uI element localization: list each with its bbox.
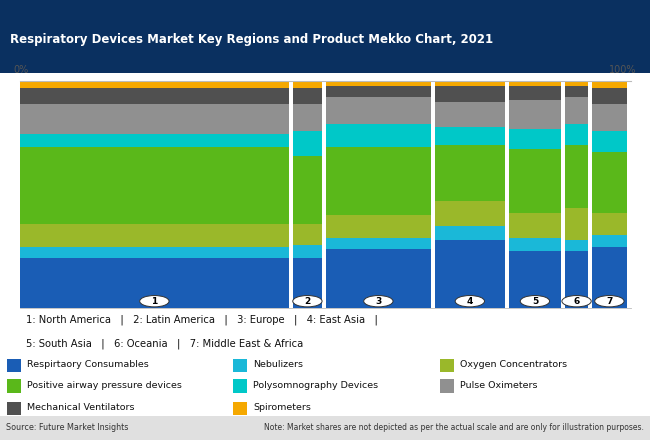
Bar (326, 215, 431, 238)
Bar (292, 104, 322, 131)
Bar (292, 245, 322, 258)
Bar (326, 238, 431, 249)
Bar (565, 97, 588, 125)
Bar (565, 81, 588, 86)
Circle shape (595, 296, 624, 307)
Bar (326, 249, 431, 308)
Bar (326, 147, 431, 215)
Circle shape (292, 296, 322, 307)
Text: Spirometers: Spirometers (253, 403, 311, 412)
Bar (592, 235, 627, 247)
Text: 2: 2 (304, 297, 311, 306)
Bar (435, 227, 505, 240)
Bar (435, 240, 505, 308)
Bar (508, 238, 562, 251)
Bar (20, 88, 289, 104)
Bar (565, 240, 588, 251)
Bar (592, 152, 627, 213)
Bar (435, 127, 505, 145)
Circle shape (455, 296, 484, 307)
Bar (292, 81, 322, 88)
Bar (6, 402, 21, 415)
Bar (439, 379, 454, 393)
Bar (20, 147, 289, 224)
Bar (292, 156, 322, 224)
Text: 1: 1 (151, 297, 157, 306)
Bar (326, 97, 431, 125)
Circle shape (140, 296, 169, 307)
Text: Source: Future Market Insights: Source: Future Market Insights (6, 423, 129, 433)
Text: Polysomnography Devices: Polysomnography Devices (253, 381, 378, 390)
Bar (233, 379, 246, 393)
Bar (435, 102, 505, 127)
Bar (326, 81, 431, 86)
Text: Positive airway pressure devices: Positive airway pressure devices (27, 381, 182, 390)
Bar (565, 145, 588, 208)
Bar (20, 133, 289, 147)
Bar (565, 251, 588, 308)
Text: Respirtaory Consumables: Respirtaory Consumables (27, 360, 149, 369)
Bar (592, 88, 627, 104)
Text: 6: 6 (573, 297, 580, 306)
Bar (508, 150, 562, 213)
Bar (508, 213, 562, 238)
Bar (20, 104, 289, 133)
Bar (292, 224, 322, 245)
Bar (592, 247, 627, 308)
Circle shape (364, 296, 393, 307)
Bar (565, 125, 588, 145)
Bar (592, 104, 627, 131)
Bar (292, 131, 322, 156)
Bar (233, 359, 246, 372)
Text: Note: Market shares are not depicted as per the actual scale and are only for il: Note: Market shares are not depicted as … (264, 423, 644, 433)
Text: 1: North America   |   2: Latin America   |   3: Europe   |   4: East Asia   |: 1: North America | 2: Latin America | 3:… (25, 315, 378, 326)
Circle shape (520, 296, 550, 307)
Bar (439, 359, 454, 372)
Bar (508, 99, 562, 129)
Bar (565, 208, 588, 240)
Bar (435, 81, 505, 86)
Bar (592, 131, 627, 152)
Bar (292, 258, 322, 308)
Text: Respiratory Devices Market Key Regions and Product Mekko Chart, 2021: Respiratory Devices Market Key Regions a… (10, 33, 493, 47)
Bar (435, 86, 505, 102)
Bar (6, 359, 21, 372)
Bar (508, 86, 562, 99)
Bar (326, 86, 431, 97)
Bar (508, 251, 562, 308)
Bar (233, 402, 246, 415)
Bar (6, 379, 21, 393)
Bar (508, 81, 562, 86)
Bar (592, 81, 627, 88)
Text: 100%: 100% (609, 65, 636, 75)
Text: Oxygen Concentrators: Oxygen Concentrators (460, 360, 567, 369)
Bar (292, 88, 322, 104)
Text: 0%: 0% (14, 65, 29, 75)
Bar (20, 247, 289, 258)
Text: Mechanical Ventilators: Mechanical Ventilators (27, 403, 135, 412)
Bar (508, 129, 562, 150)
Text: 5: South Asia   |   6: Oceania   |   7: Middle East & Africa: 5: South Asia | 6: Oceania | 7: Middle E… (25, 338, 303, 348)
Text: 5: 5 (532, 297, 538, 306)
Text: Pulse Oximeters: Pulse Oximeters (460, 381, 538, 390)
Text: 7: 7 (606, 297, 612, 306)
Bar (20, 81, 289, 88)
Bar (435, 145, 505, 202)
Circle shape (562, 296, 592, 307)
Bar (435, 202, 505, 227)
Text: 4: 4 (467, 297, 473, 306)
Bar (326, 125, 431, 147)
Bar (20, 224, 289, 247)
Bar (592, 213, 627, 235)
Bar (20, 258, 289, 308)
Text: 3: 3 (375, 297, 382, 306)
Bar (565, 86, 588, 97)
Text: Nebulizers: Nebulizers (253, 360, 303, 369)
